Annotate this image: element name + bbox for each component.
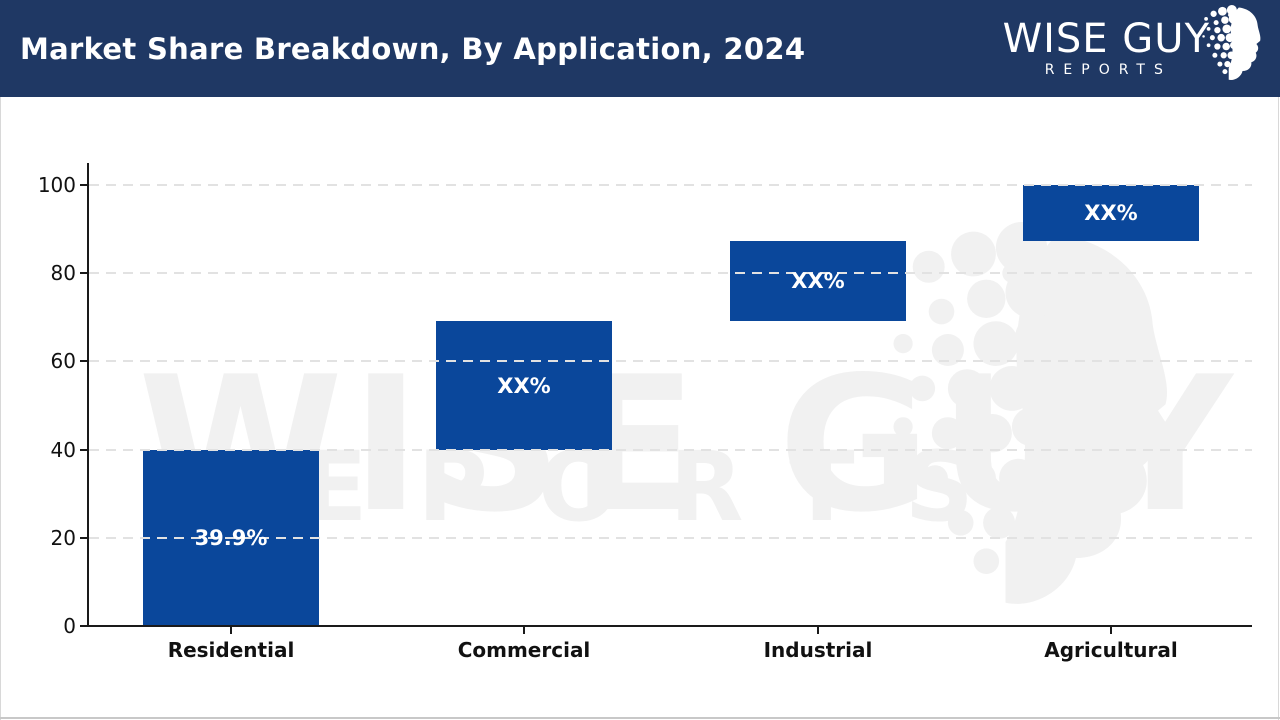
bar-label-residential: 39.9%	[194, 526, 268, 551]
bottom-page-border	[0, 717, 1280, 719]
gridline-100	[89, 184, 1252, 186]
x-axis-line	[87, 625, 1252, 627]
y-tick-mark-20	[80, 536, 87, 539]
gridline-60	[89, 360, 1252, 363]
y-tick-label-40: 40	[50, 437, 76, 462]
logo-reports-text: REPORTS	[1044, 62, 1172, 78]
wise-guy-reports-logo: WISE GUY REPORTS	[1003, 0, 1274, 97]
logo-wordmark: WISE GUY	[1002, 16, 1210, 62]
x-category-label-industrial: Industrial	[763, 638, 873, 662]
gridline-40	[89, 448, 1252, 451]
y-tick-label-0: 0	[63, 614, 76, 638]
x-tick-commercial	[523, 627, 525, 634]
x-tick-residential	[230, 627, 232, 634]
gridline-80	[89, 272, 1252, 275]
y-axis-line	[87, 163, 89, 627]
y-tick-mark-60	[80, 360, 87, 363]
x-category-label-commercial: Commercial	[457, 638, 591, 662]
y-tick-mark-100	[80, 184, 87, 186]
bar-label-commercial: XX%	[497, 373, 551, 398]
y-tick-label-80: 80	[50, 261, 76, 286]
logo-text: WISE GUY REPORTS	[1003, 19, 1210, 78]
bar-commercial	[436, 321, 612, 451]
y-tick-label-100: 100	[37, 173, 76, 197]
bar-industrial	[730, 241, 906, 322]
bar-label-agricultural: XX%	[1084, 201, 1138, 226]
right-page-border	[1278, 97, 1279, 720]
header-bar: Market Share Breakdown, By Application, …	[0, 0, 1280, 97]
left-page-border	[0, 97, 1, 720]
x-tick-agricultural	[1110, 627, 1112, 634]
bar-agricultural	[1023, 185, 1199, 242]
gridline-20	[89, 536, 1252, 539]
x-category-label-agricultural: Agricultural	[1044, 638, 1178, 662]
x-category-label-residential: Residential	[167, 638, 295, 662]
wiseguy-head-icon	[1196, 5, 1274, 93]
x-tick-industrial	[817, 627, 819, 634]
y-tick-label-60: 60	[50, 349, 76, 374]
background-watermark: WISE GUY REPORTS	[0, 97, 1280, 720]
y-tick-mark-0	[80, 625, 87, 627]
chart-title: Market Share Breakdown, By Application, …	[20, 31, 806, 66]
y-tick-mark-80	[80, 272, 87, 275]
bar-label-industrial: XX%	[791, 269, 845, 294]
y-tick-label-20: 20	[50, 525, 76, 550]
y-tick-mark-40	[80, 448, 87, 451]
